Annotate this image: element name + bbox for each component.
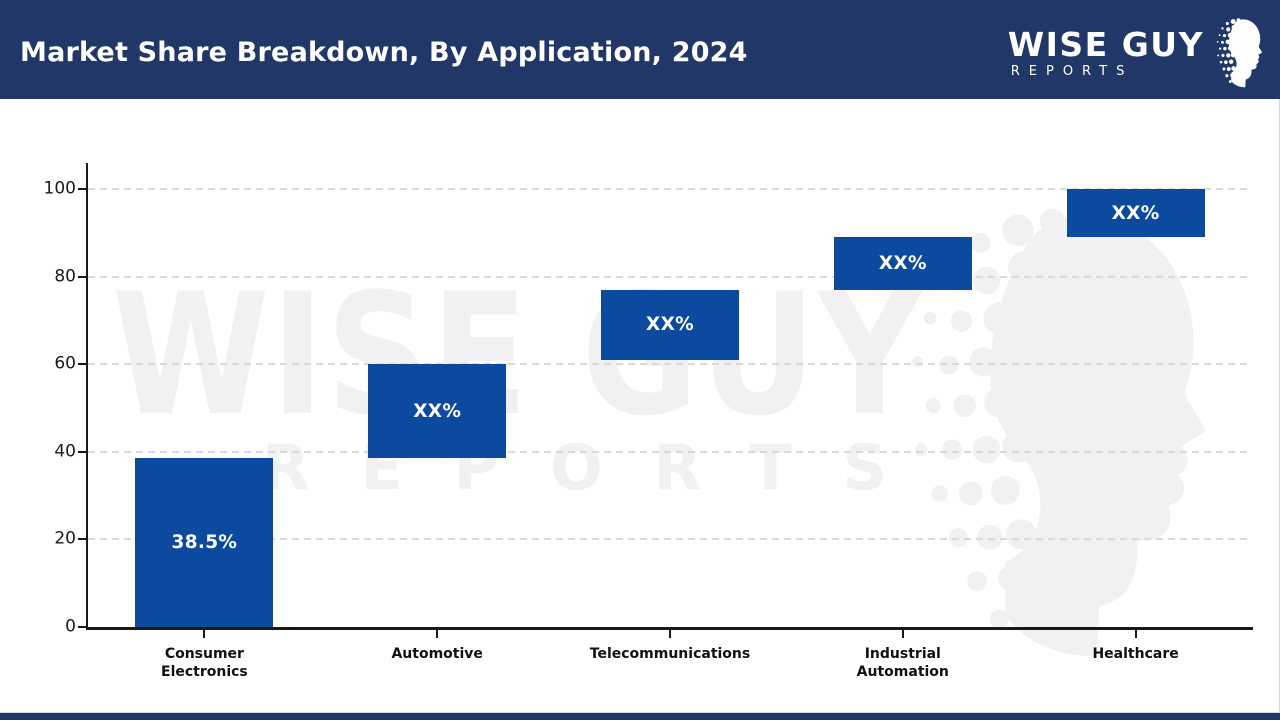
page-title: Market Share Breakdown, By Application, … <box>20 37 748 68</box>
brand-logo-text: WISE GUY REPORTS <box>1008 28 1204 78</box>
y-tick-label-80: 80 <box>54 266 76 287</box>
bar-value-industrial-automation: XX% <box>878 252 927 274</box>
bar-value-healthcare: XX% <box>1111 202 1160 224</box>
y-tick-label-60: 60 <box>54 353 76 374</box>
y-tickmark-60 <box>78 363 86 366</box>
y-tickmark-40 <box>78 450 86 453</box>
y-axis-line <box>86 163 88 630</box>
y-tickmark-0 <box>78 626 86 628</box>
bar-value-telecommunications: XX% <box>646 314 694 336</box>
bar-value-automotive: XX% <box>413 400 462 422</box>
bar-healthcare: XX% <box>1066 189 1205 238</box>
watermark-wordmark: WISE GUY <box>112 257 923 453</box>
brand-logo: WISE GUY REPORTS <box>1008 14 1266 92</box>
x-category-label-telecommunications: Telecommunications <box>589 646 751 662</box>
chart-area: WISE GUY REPORTS 0 20 40 60 80 100 38.5% Consum… <box>0 99 1280 713</box>
watermark: WISE GUY REPORTS <box>0 99 1279 713</box>
x-tickmark-automotive <box>436 630 439 638</box>
x-category-label-automotive: Automotive <box>391 646 483 662</box>
gridline-40 <box>88 450 1252 453</box>
x-tickmark-healthcare <box>1134 630 1137 638</box>
y-tickmark-80 <box>78 275 86 278</box>
x-tickmark-telecommunications <box>669 630 671 638</box>
bar-industrial-automation: XX% <box>833 237 972 290</box>
x-category-label-consumer-electronics: Consumer Electronics <box>161 646 248 681</box>
y-tick-label-100: 100 <box>43 178 76 199</box>
y-tickmark-20 <box>78 538 86 541</box>
bar-automotive: XX% <box>368 364 507 459</box>
bar-value-consumer-electronics: 38.5% <box>171 532 238 554</box>
x-category-label-healthcare: Healthcare <box>1092 646 1179 662</box>
header: Market Share Breakdown, By Application, … <box>0 0 1280 99</box>
x-axis-line <box>86 627 1253 630</box>
watermark-subtext: REPORTS <box>262 431 939 504</box>
gridline-80 <box>88 275 1252 278</box>
wiseguy-face-icon <box>1208 14 1266 92</box>
logo-wordmark: WISE GUY <box>1007 24 1204 64</box>
x-tickmark-consumer-electronics <box>203 630 206 638</box>
bar-consumer-electronics: 38.5% <box>135 458 274 627</box>
x-tickmark-industrial-automation <box>901 630 904 638</box>
logo-subtext: REPORTS <box>1010 63 1134 79</box>
y-tick-label-20: 20 <box>54 528 76 549</box>
bar-telecommunications: XX% <box>601 289 739 360</box>
y-tick-label-40: 40 <box>54 441 76 462</box>
plot: 0 20 40 60 80 100 38.5% Consumer Electronics XX%… <box>44 163 1253 680</box>
gridline-60 <box>88 363 1252 366</box>
footer-strip <box>0 712 1280 720</box>
gridline-100 <box>88 188 1252 190</box>
y-tick-label-0: 0 <box>65 616 76 637</box>
x-category-label-industrial-automation: Industrial Automation <box>856 646 949 681</box>
gridline-20 <box>88 538 1252 541</box>
y-tickmark-100 <box>78 188 86 190</box>
